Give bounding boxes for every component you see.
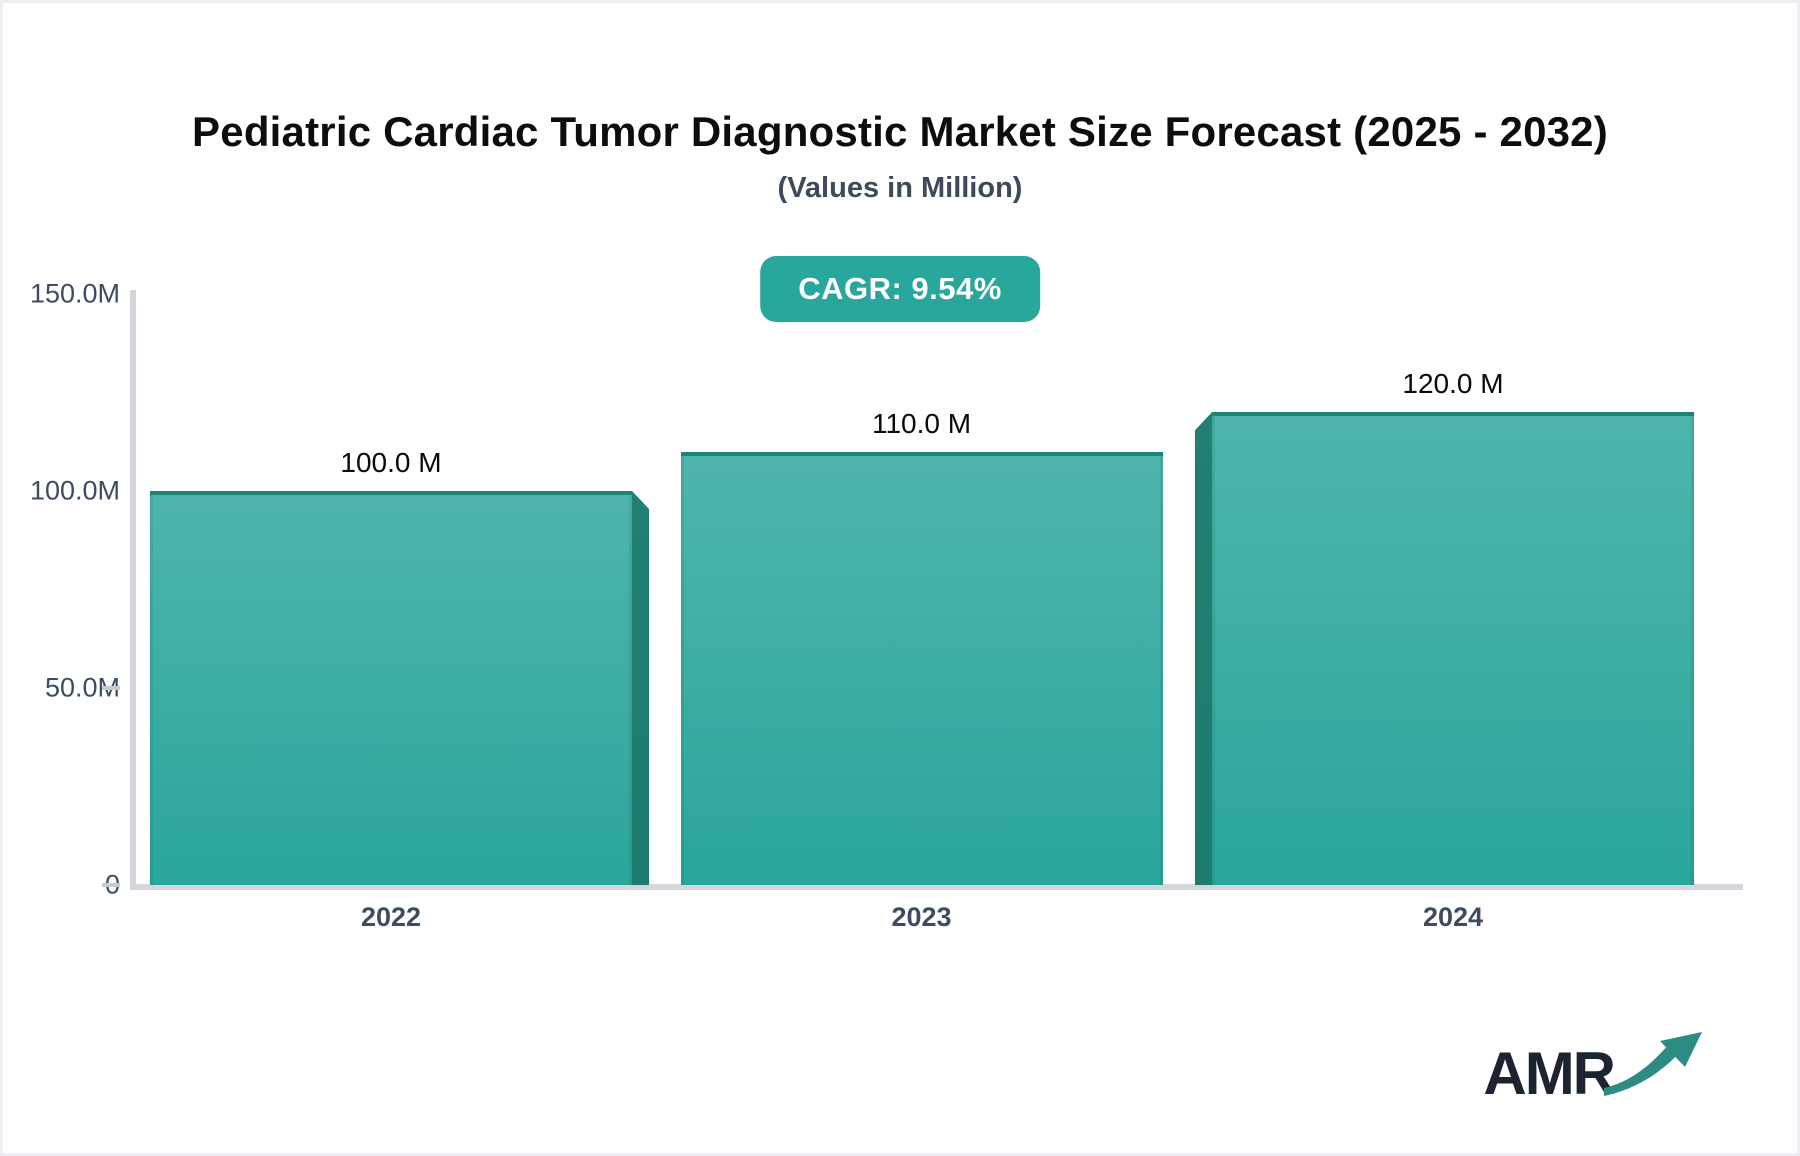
bar-2023: [680, 451, 1163, 885]
bar-value-label: 110.0 M: [871, 407, 972, 439]
trend-up-arrow-icon: [1604, 1032, 1702, 1096]
bar-value-label: 100.0 M: [340, 447, 442, 478]
y-axis-line: [130, 290, 136, 890]
chart-subtitle: (Values in Million): [777, 172, 1023, 204]
y-tick-dash: [102, 883, 120, 887]
bar-2024-3d-side: [1195, 412, 1212, 885]
x-tick-label: 2022: [360, 902, 422, 932]
y-tick-label: 150.0M: [29, 278, 120, 309]
bar-2022: [150, 491, 632, 885]
chart-title: Pediatric Cardiac Tumor Diagnostic Marke…: [192, 108, 1608, 155]
y-tick-dash: [102, 686, 120, 690]
bar-2022-3d-side: [632, 491, 649, 885]
cagr-badge: CAGR: 9.54%: [760, 256, 1040, 322]
amr-logo-text: AMR: [1483, 1040, 1616, 1107]
x-tick-label: 2023: [891, 902, 952, 932]
x-tick-label: 2024: [1422, 902, 1484, 932]
amr-logo: AMR: [1483, 1030, 1704, 1104]
bar-value-label: 120.0 M: [1402, 368, 1504, 400]
y-tick-label: 100.0M: [29, 475, 120, 506]
bar-2024: [1212, 412, 1694, 885]
x-axis-line: [130, 884, 1743, 890]
